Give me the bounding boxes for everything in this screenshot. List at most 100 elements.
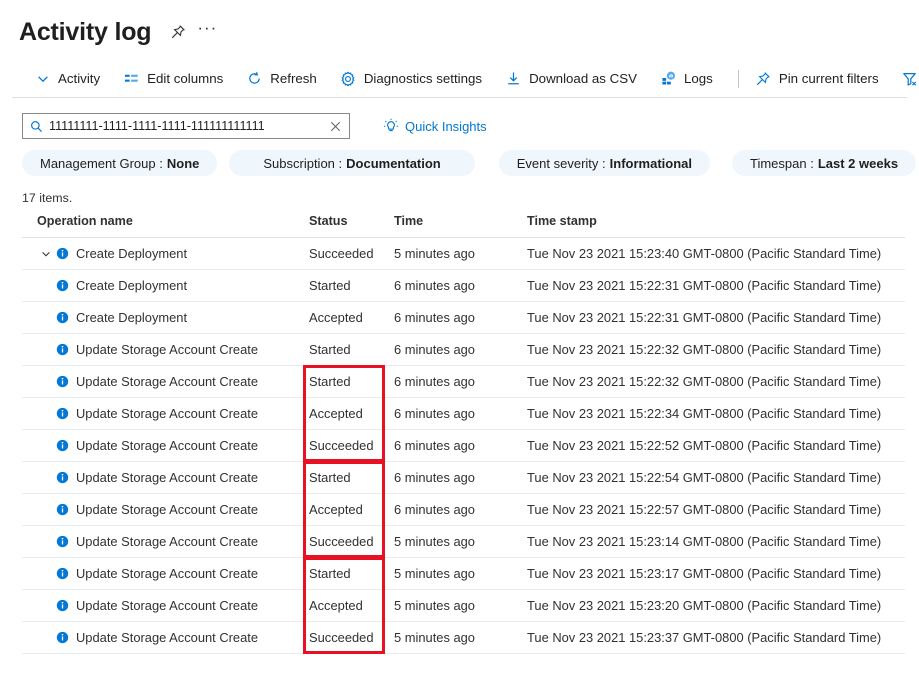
table-row[interactable]: Update Storage Account Create Succeeded 6 … [22, 429, 905, 462]
table-row[interactable]: Update Storage Account Create Started 5 mi… [22, 557, 905, 590]
chevron-down-icon[interactable] [37, 245, 55, 263]
toolbar-button-refresh[interactable]: Refresh [246, 64, 326, 94]
operation-name-label: Create Deployment [76, 278, 188, 293]
operation-name-label: Update Storage Account Create [76, 502, 259, 517]
edit-columns-icon [123, 70, 140, 87]
cell-operation-name: Create Deployment [22, 301, 309, 334]
cell-time-stamp: Tue Nov 23 2021 15:23:14 GMT-0800 (Pacif… [527, 525, 905, 558]
toolbar-button-edit-columns[interactable]: Edit columns [123, 64, 232, 94]
table-row[interactable]: Update Storage Account Create Succeeded 5 … [22, 525, 905, 558]
cell-status: Started [309, 557, 394, 590]
info-icon [55, 311, 69, 325]
cell-time: 6 minutes ago [394, 365, 527, 398]
cell-status: Started [309, 461, 394, 494]
toolbar-button-reset-filters[interactable]: Reset filters [902, 64, 919, 94]
toolbar-button-activity[interactable]: Activity [34, 64, 109, 94]
toolbar-button-diagnostics-settings[interactable]: Diagnostics settings [340, 64, 491, 94]
filter-pill-value: Last 2 weeks [817, 155, 899, 171]
reset-filter-icon [902, 70, 919, 87]
cell-time: 6 minutes ago [394, 333, 527, 366]
table-row[interactable]: Update Storage Account Create Accepted 6 m… [22, 397, 905, 430]
toolbar-label: Logs [684, 71, 713, 86]
cell-time-label: 6 minutes ago [394, 502, 475, 517]
cell-time: 5 minutes ago [394, 621, 527, 654]
filter-pill-value: Documentation [346, 155, 441, 171]
table-row[interactable]: Update Storage Account Create Started 6 mi… [22, 333, 905, 366]
column-header-time[interactable]: Time [394, 214, 527, 238]
cell-status-label: Succeeded [309, 534, 374, 549]
info-icon [55, 279, 69, 293]
chevron-down-icon [34, 70, 51, 87]
cell-operation-name: Create Deployment [22, 269, 309, 302]
search-input[interactable] [49, 119, 327, 133]
info-icon [55, 503, 69, 517]
cell-time-stamp: Tue Nov 23 2021 15:22:57 GMT-0800 (Pacif… [527, 493, 905, 526]
cell-time-stamp-label: Tue Nov 23 2021 15:22:57 GMT-0800 (Pacif… [527, 502, 882, 517]
cell-operation-name: Update Storage Account Create [22, 365, 309, 398]
info-icon [55, 599, 69, 613]
table-row[interactable]: Update Storage Account Create Accepted 6 m… [22, 493, 905, 526]
cell-status-label: Accepted [309, 598, 363, 613]
toolbar-label: Activity [58, 71, 101, 86]
activity-log-table: Operation name Status Time Time stamp Cr… [22, 214, 905, 654]
quick-insights-button[interactable]: Quick Insights [382, 118, 487, 135]
pin-icon[interactable] [167, 21, 189, 43]
column-header-operation-name[interactable]: Operation name [22, 214, 309, 238]
cell-status-label: Started [309, 374, 351, 389]
cell-time-label: 6 minutes ago [394, 406, 475, 421]
column-header-time-stamp[interactable]: Time stamp [527, 214, 905, 238]
close-icon[interactable] [327, 118, 343, 134]
table-row[interactable]: Update Storage Account Create Succeeded 5 … [22, 621, 905, 654]
filter-pill-event-severity[interactable]: Event severity : Informational [498, 150, 710, 176]
cell-time: 6 minutes ago [394, 461, 527, 494]
cell-status: Accepted [309, 493, 394, 526]
cell-time: 6 minutes ago [394, 269, 527, 302]
filter-pill-subscription[interactable]: Subscription : Documentation [229, 150, 475, 176]
cell-status: Started [309, 365, 394, 398]
table-row[interactable]: Create Deployment Started 6 minutes ago Tue… [22, 269, 905, 302]
cell-status: Started [309, 333, 394, 366]
table-row[interactable]: Create Deployment Accepted 6 minutes ago Tu… [22, 301, 905, 334]
toolbar-button-download-as-csv[interactable]: Download as CSV [505, 64, 646, 94]
table-row[interactable]: Update Storage Account Create Accepted 5 m… [22, 589, 905, 622]
toolbar-button-logs[interactable]: Logs [660, 64, 722, 94]
search-box[interactable] [22, 113, 350, 139]
operation-name-label: Update Storage Account Create [76, 438, 259, 453]
filter-pill-value: None [166, 155, 200, 171]
filter-pill-name: Event severity [516, 155, 599, 171]
toolbar-label: Diagnostics settings [363, 71, 483, 86]
cell-time: 6 minutes ago [394, 429, 527, 462]
table-row[interactable]: Update Storage Account Create Started 6 mi… [22, 461, 905, 494]
info-icon [55, 407, 69, 421]
table-row[interactable]: Update Storage Account Create Started 6 mi… [22, 365, 905, 398]
lightbulb-icon [382, 118, 399, 135]
toolbar-button-pin-current-filters[interactable]: Pin current filters [755, 64, 888, 94]
cell-time-stamp-label: Tue Nov 23 2021 15:23:14 GMT-0800 (Pacif… [527, 534, 882, 549]
activity-log-table-body: Create Deployment Succeeded 5 minutes ago T… [22, 237, 905, 654]
search-row: Quick Insights [0, 98, 919, 142]
cell-operation-name: Update Storage Account Create [22, 557, 309, 590]
cell-operation-name: Update Storage Account Create [22, 429, 309, 462]
results-count: 17 items. [22, 191, 73, 205]
cell-time-stamp: Tue Nov 23 2021 15:22:31 GMT-0800 (Pacif… [527, 269, 905, 302]
download-icon [505, 70, 522, 87]
cell-operation-name: Update Storage Account Create [22, 461, 309, 494]
filter-pill-management-group[interactable]: Management Group : None [22, 150, 218, 176]
cell-time-stamp: Tue Nov 23 2021 15:22:32 GMT-0800 (Pacif… [527, 333, 905, 366]
info-icon [55, 375, 69, 389]
operation-name-label: Update Storage Account Create [76, 406, 259, 421]
filter-pill-name: Management Group [40, 155, 156, 171]
cell-time-stamp-label: Tue Nov 23 2021 15:22:32 GMT-0800 (Pacif… [527, 374, 882, 389]
toolbar-label: Download as CSV [529, 71, 637, 86]
more-options-button[interactable]: ··· [197, 17, 218, 37]
cell-time-stamp-label: Tue Nov 23 2021 15:23:40 GMT-0800 (Pacif… [527, 246, 882, 261]
filter-pill-colon: : [806, 155, 814, 171]
table-row[interactable]: Create Deployment Succeeded 5 minutes ago T… [22, 237, 905, 270]
filter-pill-timespan[interactable]: Timespan : Last 2 weeks [732, 150, 917, 176]
cell-status: Accepted [309, 397, 394, 430]
filter-pill-colon: : [598, 155, 606, 171]
cell-operation-name: Update Storage Account Create [22, 621, 309, 654]
cell-time: 5 minutes ago [394, 589, 527, 622]
cell-time-label: 6 minutes ago [394, 342, 475, 357]
column-header-status[interactable]: Status [309, 214, 394, 238]
